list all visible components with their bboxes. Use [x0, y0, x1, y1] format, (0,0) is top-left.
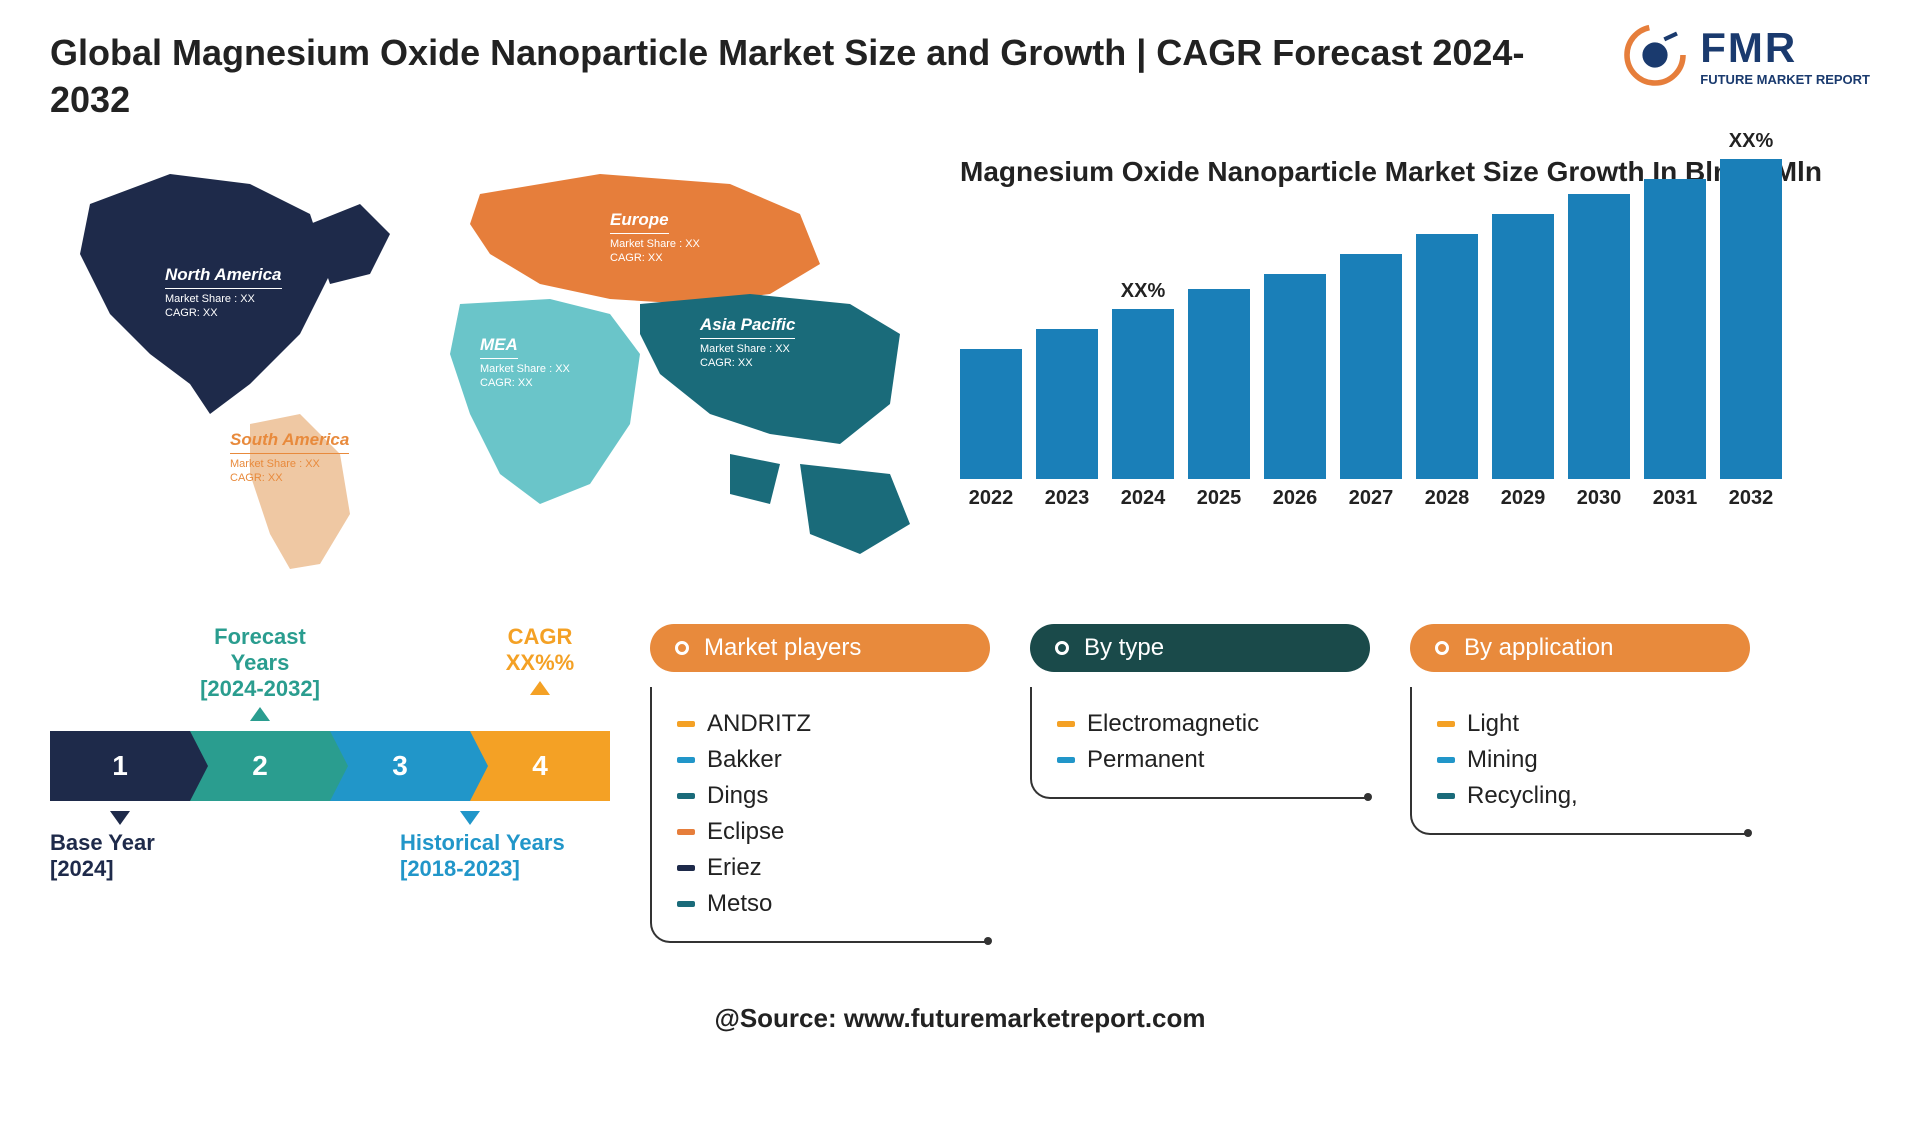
list-item: Permanent — [1057, 746, 1360, 774]
by-application-card: By application Light Mining Recycling, — [1410, 624, 1750, 943]
region-eu: Europe Market Share : XX CAGR: XX — [610, 209, 700, 266]
bar-2026: 2026 — [1264, 245, 1326, 510]
base-year-label: Base Year [2024] — [50, 811, 260, 882]
list-item: Mining — [1437, 746, 1740, 774]
players-list: ANDRITZ Bakker Dings Eclipse Eriez Metso — [650, 687, 990, 943]
logo-fmr-text: FMR — [1700, 24, 1870, 72]
bar-chart: 20222023XX%20242025202620272028202920302… — [960, 210, 1870, 510]
region-mea: MEA Market Share : XX CAGR: XX — [480, 334, 570, 391]
bar-2024: XX%2024 — [1112, 280, 1174, 510]
growth-chart: Magnesium Oxide Nanoparticle Market Size… — [960, 154, 1870, 574]
list-item: Bakker — [677, 746, 980, 774]
application-list: Light Mining Recycling, — [1410, 687, 1750, 835]
list-item: Electromagnetic — [1057, 710, 1360, 738]
market-players-card: Market players ANDRITZ Bakker Dings Eclipse… — [650, 624, 990, 943]
list-item: Light — [1437, 710, 1740, 738]
list-item: Dings — [677, 782, 980, 810]
region-sa: South America Market Share : XX CAGR: XX — [230, 429, 349, 486]
timeline-bar: 1 2 3 4 — [50, 731, 610, 801]
bar-2028: 2028 — [1416, 205, 1478, 510]
region-na: North America Market Share : XX CAGR: XX — [165, 264, 282, 321]
list-item: ANDRITZ — [677, 710, 980, 738]
logo-icon — [1620, 20, 1690, 90]
tl-seg-3: 3 — [330, 731, 470, 801]
cagr-label: CAGR XX%% — [470, 624, 610, 721]
bar-2027: 2027 — [1340, 225, 1402, 510]
application-header: By application — [1410, 624, 1750, 672]
type-header: By type — [1030, 624, 1370, 672]
list-item: Metso — [677, 890, 980, 918]
world-map: North America Market Share : XX CAGR: XX… — [50, 154, 920, 574]
players-header: Market players — [650, 624, 990, 672]
fmr-logo: FMR FUTURE MARKET REPORT — [1620, 20, 1870, 90]
bar-2029: 2029 — [1492, 185, 1554, 510]
bar-2022: 2022 — [960, 320, 1022, 510]
list-item: Eclipse — [677, 818, 980, 846]
circle-icon — [1435, 641, 1449, 655]
tl-seg-1: 1 — [50, 731, 190, 801]
circle-icon — [675, 641, 689, 655]
bar-2025: 2025 — [1188, 260, 1250, 510]
bar-2023: 2023 — [1036, 300, 1098, 510]
logo-sub-text: FUTURE MARKET REPORT — [1700, 72, 1870, 87]
circle-icon — [1055, 641, 1069, 655]
page-title: Global Magnesium Oxide Nanoparticle Mark… — [50, 30, 1550, 124]
bar-2030: 2030 — [1568, 165, 1630, 510]
by-type-card: By type Electromagnetic Permanent — [1030, 624, 1370, 943]
region-ap: Asia Pacific Market Share : XX CAGR: XX — [700, 314, 795, 371]
source-text: @Source: www.futuremarketreport.com — [50, 1003, 1870, 1034]
bar-2031: 2031 — [1644, 150, 1706, 510]
forecast-label: Forecast Years [2024-2032] — [190, 624, 330, 721]
timeline: Forecast Years [2024-2032] CAGR XX%% 1 2… — [50, 624, 610, 943]
type-list: Electromagnetic Permanent — [1030, 687, 1370, 799]
tl-seg-2: 2 — [190, 731, 330, 801]
list-item: Recycling, — [1437, 782, 1740, 810]
list-item: Eriez — [677, 854, 980, 882]
historical-label: Historical Years [2018-2023] — [400, 811, 610, 882]
bar-2032: XX%2032 — [1720, 130, 1782, 510]
tl-seg-4: 4 — [470, 731, 610, 801]
